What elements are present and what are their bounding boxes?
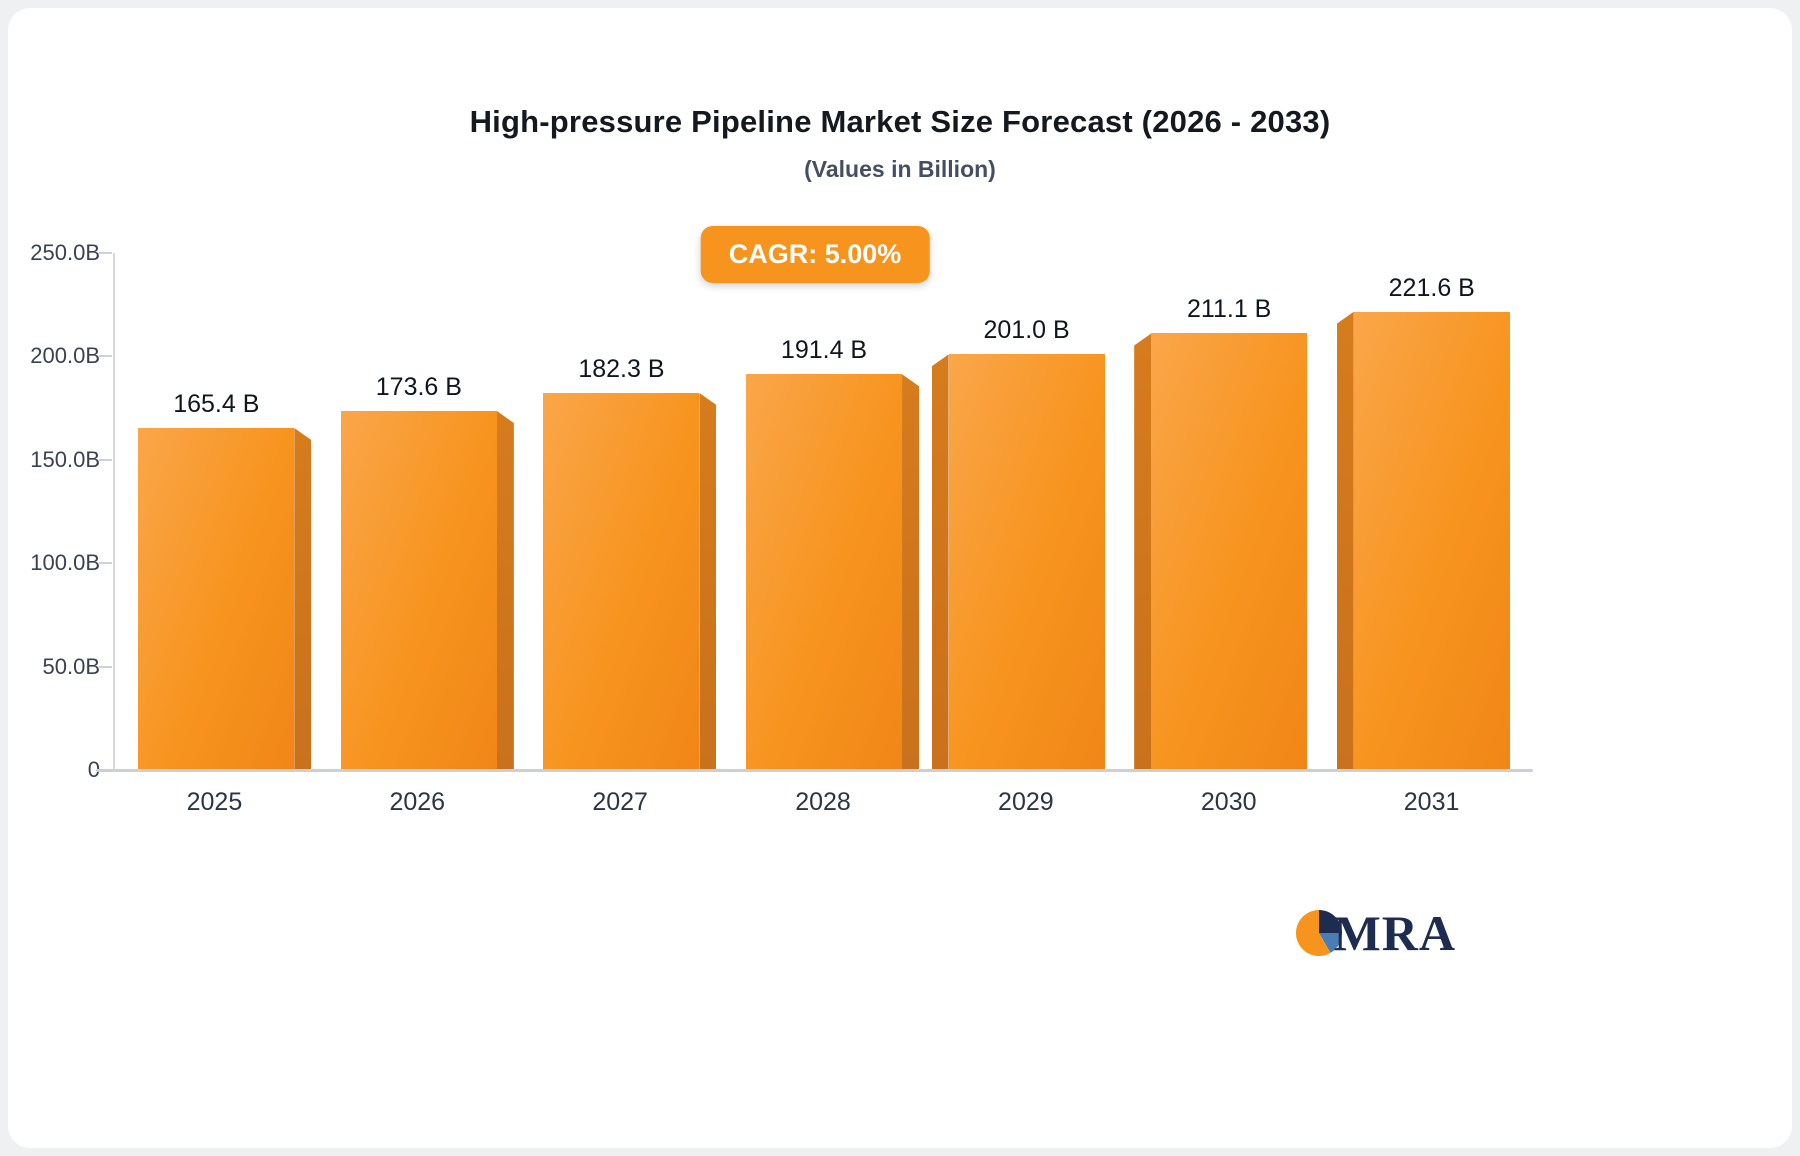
x-axis-label: 2028: [795, 788, 851, 816]
bar: [931, 354, 1105, 770]
bar-side-face: [1134, 333, 1152, 770]
bar-value-label: 211.1 B: [1187, 295, 1272, 324]
bar: [746, 374, 920, 770]
x-axis-label: 2029: [998, 788, 1054, 816]
bar-slot: 201.0 B: [925, 253, 1128, 770]
chart-subtitle: (Values in Billion): [804, 156, 996, 182]
bar-side-face: [902, 374, 920, 770]
cagr-badge: CAGR: 5.00%: [700, 226, 930, 283]
bar-value-label: 191.4 B: [780, 336, 868, 365]
bar-side-face: [1336, 311, 1354, 770]
x-axis-label: 2025: [186, 788, 243, 816]
bar-slot: 165.4 B: [115, 253, 318, 770]
brand-logo: MRA: [1295, 904, 1456, 962]
bar-side-face: [496, 411, 514, 770]
bar-value-label: 182.3 B: [578, 355, 665, 384]
y-tick-mark: [99, 252, 112, 254]
y-tick-label: 150.0B: [30, 446, 100, 472]
y-tick-mark: [99, 665, 112, 668]
x-axis-label: 2031: [1403, 788, 1460, 816]
y-tick-label: 200.0B: [30, 343, 100, 369]
bar-side-face: [931, 354, 949, 770]
chart-title: High-pressure Pipeline Market Size Forec…: [469, 104, 1331, 139]
y-tick-label: 250.0B: [30, 240, 100, 265]
y-tick-mark: [99, 562, 112, 565]
bar-side-face: [699, 393, 717, 770]
plot-area: 165.4 B 173.6 B 182.3 B 191.4 B 201.0 B 211.1…: [99, 252, 1533, 770]
bar: [340, 411, 514, 770]
bar-value-label: 201.0 B: [983, 316, 1070, 345]
x-axis-label: 2030: [1200, 788, 1257, 816]
chart-card: High-pressure Pipeline Market Size Forec…: [8, 8, 1792, 1148]
x-axis-line: [96, 769, 1533, 772]
bar: [543, 393, 717, 770]
bar-value-label: 173.6 B: [375, 373, 462, 401]
y-tick-label: 50.0B: [42, 653, 101, 679]
logo-text: MRA: [1333, 905, 1456, 961]
x-axis-label: 2026: [389, 788, 446, 816]
bar-slot: 221.6 B: [1330, 253, 1533, 770]
y-tick-label: 0: [87, 757, 100, 782]
bar-slot: 182.3 B: [520, 253, 723, 770]
logo-pie-icon: [1295, 910, 1342, 956]
x-axis-label: 2027: [592, 788, 648, 816]
x-axis-labels: 2025 2026 2027 2028 2029 2030 2031: [113, 788, 1533, 817]
y-tick-mark: [99, 355, 112, 358]
bar-value-label: 165.4 B: [173, 389, 260, 418]
y-tick-mark: [99, 458, 112, 461]
bar-value-label: 221.6 B: [1388, 273, 1475, 302]
bar: [138, 427, 312, 770]
y-axis-labels: 250.0B 200.0B 150.0B 100.0B 50.0B 0: [8, 240, 101, 782]
bar-slot: 173.6 B: [318, 253, 521, 770]
y-tick-label: 100.0B: [30, 550, 100, 576]
bar-slot: 211.1 B: [1128, 253, 1331, 770]
bar: [1336, 311, 1510, 770]
bar: [1134, 333, 1308, 770]
bar-side-face: [294, 427, 312, 770]
bar-slot: 191.4 B: [723, 253, 926, 770]
